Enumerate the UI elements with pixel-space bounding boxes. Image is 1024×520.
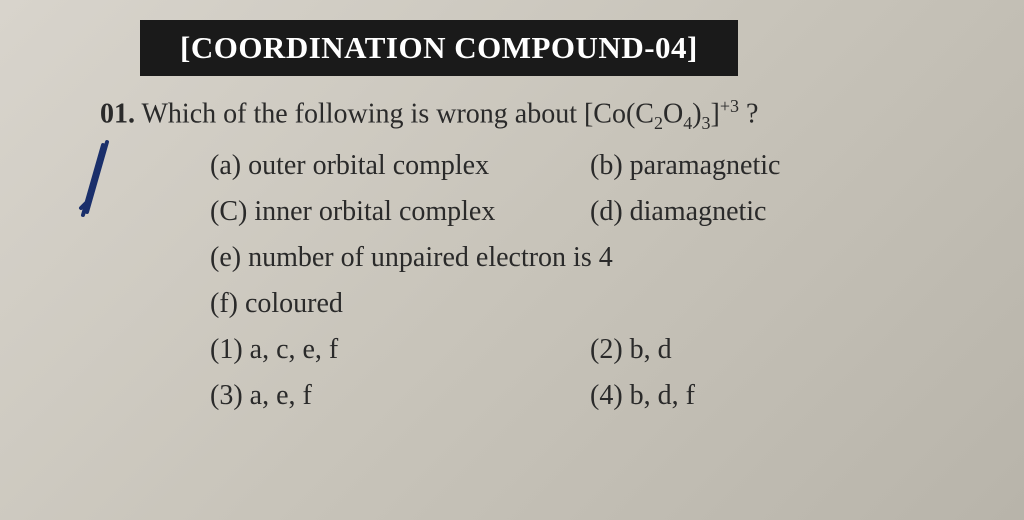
statement-d: (d) diamagnetic — [590, 196, 974, 228]
statement-b: (b) paramagnetic — [590, 150, 974, 182]
question-prefix: Which of the following is wrong about [C… — [142, 98, 654, 129]
subscript-1: 2 — [654, 113, 663, 133]
answer-2: (2) b, d — [590, 334, 974, 366]
statement-c: (C) inner orbital complex — [210, 196, 590, 228]
answer-4: (4) b, d, f — [590, 380, 974, 412]
subscript-3: 3 — [702, 113, 711, 133]
answer-3: (3) a, e, f — [210, 380, 590, 412]
statement-e: (e) number of unpaired electron is 4 — [210, 242, 974, 274]
subscript-2: 4 — [683, 113, 692, 133]
question-tail: ? — [739, 98, 758, 129]
statement-f: (f) coloured — [210, 288, 974, 320]
question-mid1: O — [663, 98, 683, 129]
superscript: +3 — [720, 96, 739, 116]
answer-row: (1) a, c, e, f (2) b, d — [210, 334, 974, 366]
section-header: [COORDINATION COMPOUND-04] — [140, 20, 738, 76]
question-close: ] — [711, 98, 720, 129]
question-mid2: ) — [692, 98, 701, 129]
statement-row: (a) outer orbital complex (b) paramagnet… — [210, 150, 974, 182]
statement-row: (C) inner orbital complex (d) diamagneti… — [210, 196, 974, 228]
answer-1: (1) a, c, e, f — [210, 334, 590, 366]
question-number: 01. — [100, 98, 135, 129]
statement-a: (a) outer orbital complex — [210, 150, 590, 182]
question-text: 01. Which of the following is wrong abou… — [80, 96, 974, 134]
answer-row: (3) a, e, f (4) b, d, f — [210, 380, 974, 412]
page-container: [COORDINATION COMPOUND-04] 01. Which of … — [0, 0, 1024, 520]
statements-block: (a) outer orbital complex (b) paramagnet… — [80, 150, 974, 412]
